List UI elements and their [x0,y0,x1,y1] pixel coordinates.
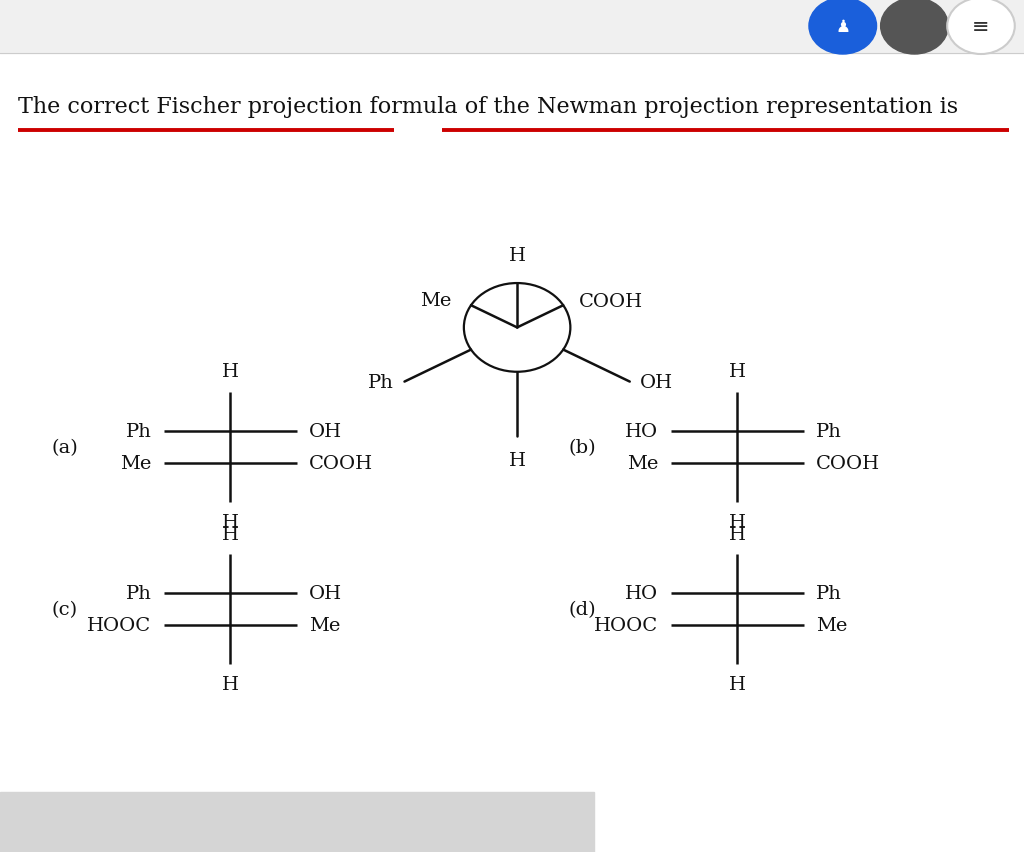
Text: COOH: COOH [309,454,374,473]
Text: H: H [222,676,239,694]
Text: Ph: Ph [816,584,842,602]
Text: Me: Me [309,616,341,635]
Text: HOOC: HOOC [594,616,658,635]
Text: OH: OH [640,373,673,391]
Text: Ph: Ph [126,422,152,440]
Text: H: H [222,514,239,532]
Circle shape [809,0,877,55]
Text: HOOC: HOOC [87,616,152,635]
Text: The correct Fischer projection formula of the Newman projection representation i: The correct Fischer projection formula o… [18,95,958,118]
Text: H: H [509,247,525,265]
Text: Me: Me [120,454,152,473]
Text: H: H [729,514,745,532]
Text: Me: Me [420,291,452,310]
Text: (a): (a) [51,438,78,457]
Text: Me: Me [816,616,848,635]
Bar [0,792,594,852]
Text: (b): (b) [568,438,596,457]
Text: ─: ─ [923,15,931,29]
Text: Ph: Ph [816,422,842,440]
Text: ≡: ≡ [972,17,990,37]
Text: (d): (d) [568,600,596,619]
Text: H: H [729,676,745,694]
Text: H: H [222,363,239,381]
Text: ο: ο [971,15,979,29]
Text: Ph: Ph [369,373,394,391]
Bar [0,0,1024,54]
Circle shape [881,0,948,55]
Text: COOH: COOH [816,454,881,473]
Text: Ph: Ph [126,584,152,602]
Text: HO: HO [626,584,658,602]
Text: OH: OH [309,584,342,602]
Text: OH: OH [309,422,342,440]
Text: H: H [729,525,745,543]
Text: ♟: ♟ [836,18,850,36]
Text: COOH: COOH [580,292,643,311]
Text: HO: HO [626,422,658,440]
Circle shape [947,0,1015,55]
Text: Me: Me [627,454,658,473]
Text: (c): (c) [51,600,78,619]
Text: H: H [222,525,239,543]
Text: H: H [729,363,745,381]
Text: H: H [509,452,525,469]
